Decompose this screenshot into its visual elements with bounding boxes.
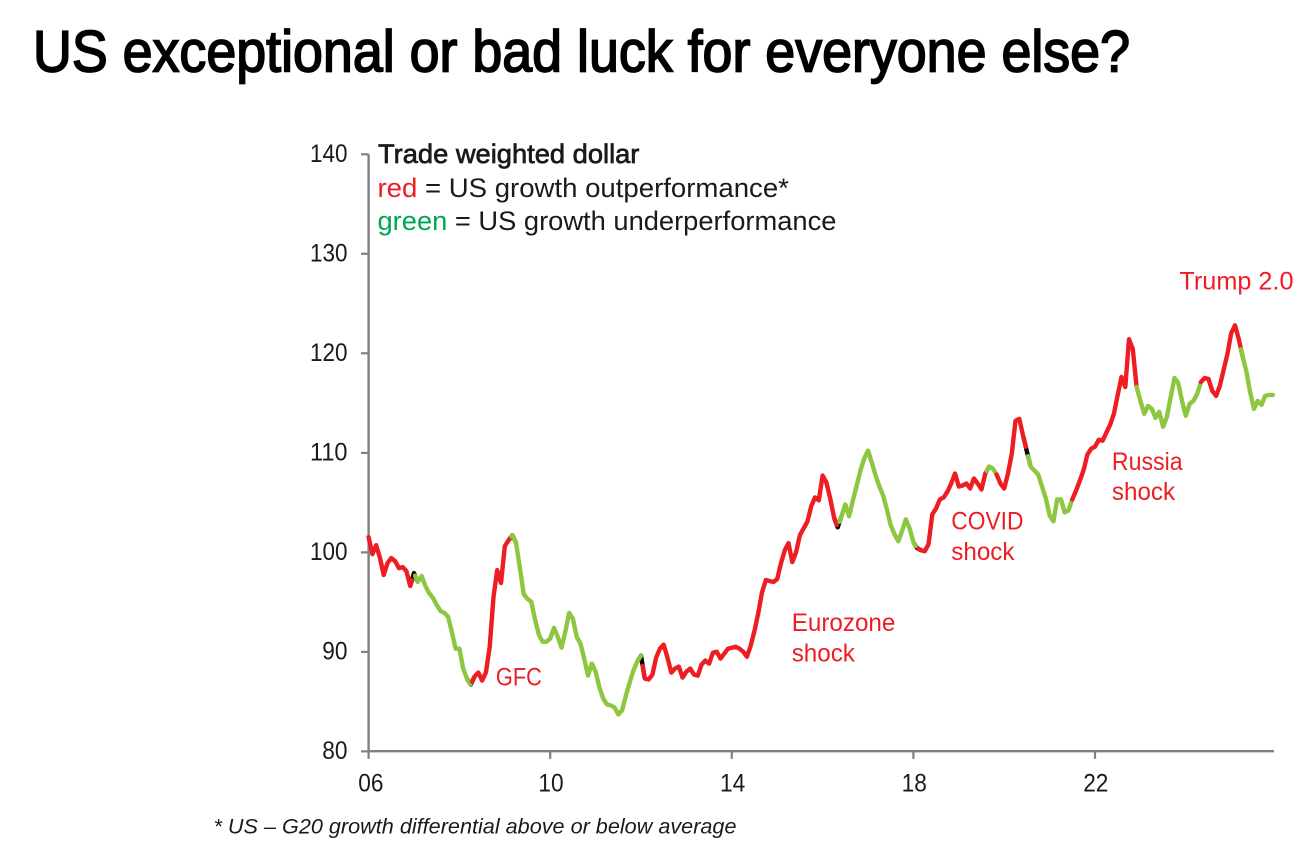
svg-text:shock: shock [1112, 478, 1176, 506]
svg-text:18: 18 [902, 770, 927, 798]
svg-text:green = US growth underperform: green = US growth underperformance [378, 206, 837, 236]
svg-text:Trump 2.0: Trump 2.0 [1179, 268, 1293, 296]
svg-text:110: 110 [310, 439, 348, 467]
svg-text:90: 90 [322, 638, 347, 666]
svg-text:10: 10 [538, 770, 563, 798]
svg-text:COVID: COVID [951, 508, 1023, 536]
svg-text:130: 130 [310, 239, 348, 267]
svg-text:06: 06 [358, 770, 383, 798]
svg-text:US exceptional or bad luck for: US exceptional or bad luck for everyone … [33, 20, 1130, 85]
svg-text:80: 80 [322, 737, 347, 765]
svg-text:14: 14 [720, 770, 745, 798]
svg-text:* US – G20 growth differential: * US – G20 growth differential above or … [214, 815, 737, 839]
svg-text:22: 22 [1083, 770, 1108, 798]
svg-text:red = US growth outperformance: red = US growth outperformance* [378, 173, 790, 203]
svg-text:GFC: GFC [496, 663, 542, 691]
svg-text:140: 140 [310, 140, 348, 168]
svg-text:120: 120 [310, 339, 348, 367]
svg-text:Russia: Russia [1112, 448, 1183, 476]
svg-text:shock: shock [951, 538, 1015, 566]
svg-text:Eurozone: Eurozone [792, 609, 896, 637]
svg-text:shock: shock [792, 640, 856, 668]
svg-text:100: 100 [310, 538, 348, 566]
svg-text:Trade weighted dollar: Trade weighted dollar [378, 139, 639, 169]
